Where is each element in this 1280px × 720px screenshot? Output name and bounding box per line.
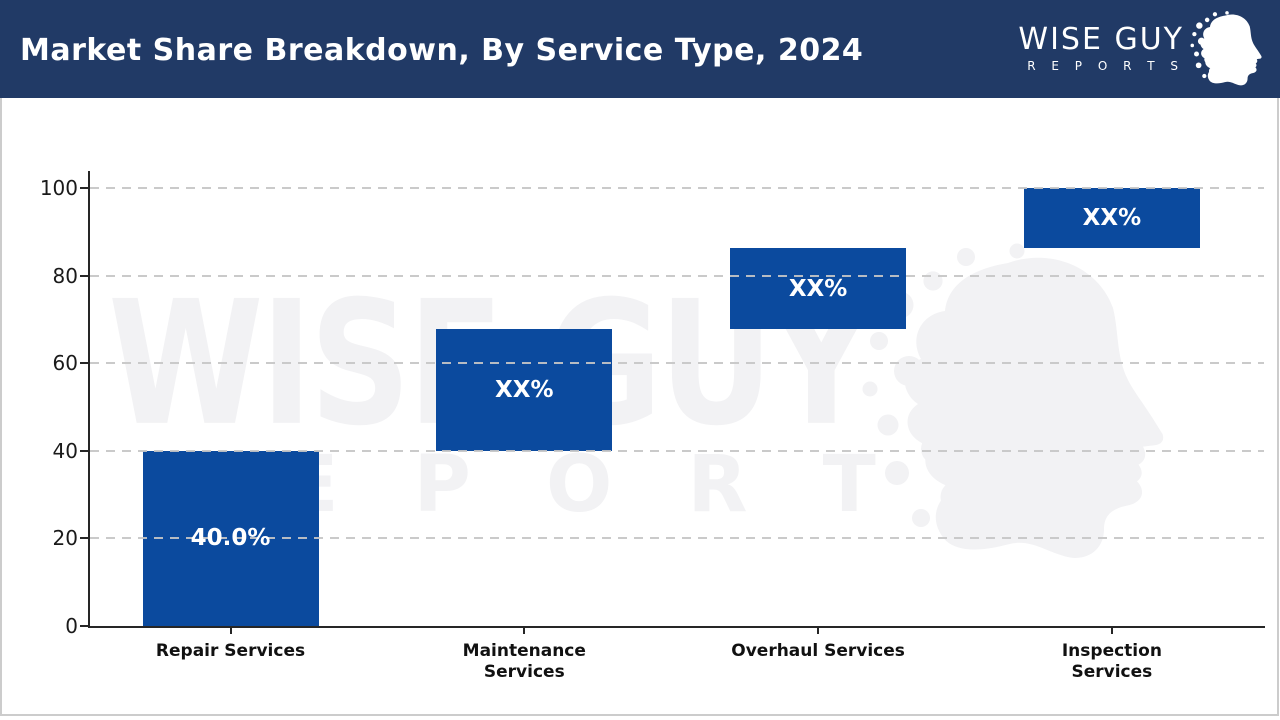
gridline-80: [90, 274, 1264, 277]
category-label-inspection-services: Inspection Services: [1002, 641, 1222, 683]
y-tick-label-100: 100: [39, 176, 78, 200]
category-label-line: Services: [483, 662, 565, 682]
y-axis-line: [88, 171, 90, 628]
bar-segment-inspection-services: [1023, 188, 1200, 248]
y-tick-label-0: 0: [65, 614, 78, 638]
x-axis-line: [88, 626, 1265, 628]
wiseguy-logo: WISE GUY R E P O R T S: [1018, 6, 1266, 92]
y-tick-label-60: 60: [52, 351, 78, 376]
category-label-maintenance-services: Maintenance Services: [414, 641, 634, 683]
y-tick-40: [80, 449, 88, 452]
bar-segment-maintenance-services: [436, 329, 613, 451]
x-tick-inspection-services: [1110, 626, 1113, 634]
y-tick-60: [80, 362, 88, 365]
category-label-overhaul-services: Overhaul Services: [708, 641, 928, 662]
bar-value-label-inspection-services: XX%: [1082, 204, 1142, 231]
category-label-line: Services: [1071, 662, 1153, 682]
category-label-line: Overhaul Services: [731, 641, 905, 661]
bar-value-label-repair-services: 40.0%: [190, 525, 271, 552]
y-tick-label-80: 80: [52, 263, 78, 288]
y-tick-0: [80, 625, 88, 627]
logo-subtitle: R E P O R T S: [1027, 59, 1184, 73]
logo-title: WISE GUY: [1018, 22, 1184, 57]
bar-segment-overhaul-services: [730, 247, 907, 330]
category-label-line: Maintenance: [462, 641, 586, 661]
x-tick-overhaul-services: [817, 626, 820, 634]
gridline-40: [90, 449, 1264, 452]
y-tick-label-20: 20: [52, 526, 78, 551]
category-label-line: Inspection: [1061, 641, 1162, 661]
logo-wordmark: WISE GUY R E P O R T S: [1018, 24, 1184, 74]
x-tick-maintenance-services: [523, 626, 526, 634]
y-tick-80: [80, 274, 88, 277]
y-tick-20: [80, 537, 88, 540]
header-bar: Market Share Breakdown, By Service Type,…: [0, 0, 1280, 98]
gridline-100: [90, 187, 1264, 189]
bar-value-label-overhaul-services: XX%: [788, 275, 848, 302]
page-title: Market Share Breakdown, By Service Type,…: [20, 33, 864, 68]
category-label-line: Repair Services: [155, 641, 306, 661]
logo-face-icon: [1190, 11, 1262, 86]
gridline-60: [90, 362, 1264, 365]
x-tick-repair-services: [229, 626, 232, 634]
gridline-20: [90, 537, 1264, 540]
y-tick-100: [80, 187, 88, 189]
y-tick-label-40: 40: [52, 438, 78, 463]
bar-value-label-maintenance-services: XX%: [495, 377, 554, 404]
category-label-repair-services: Repair Services: [121, 641, 341, 662]
